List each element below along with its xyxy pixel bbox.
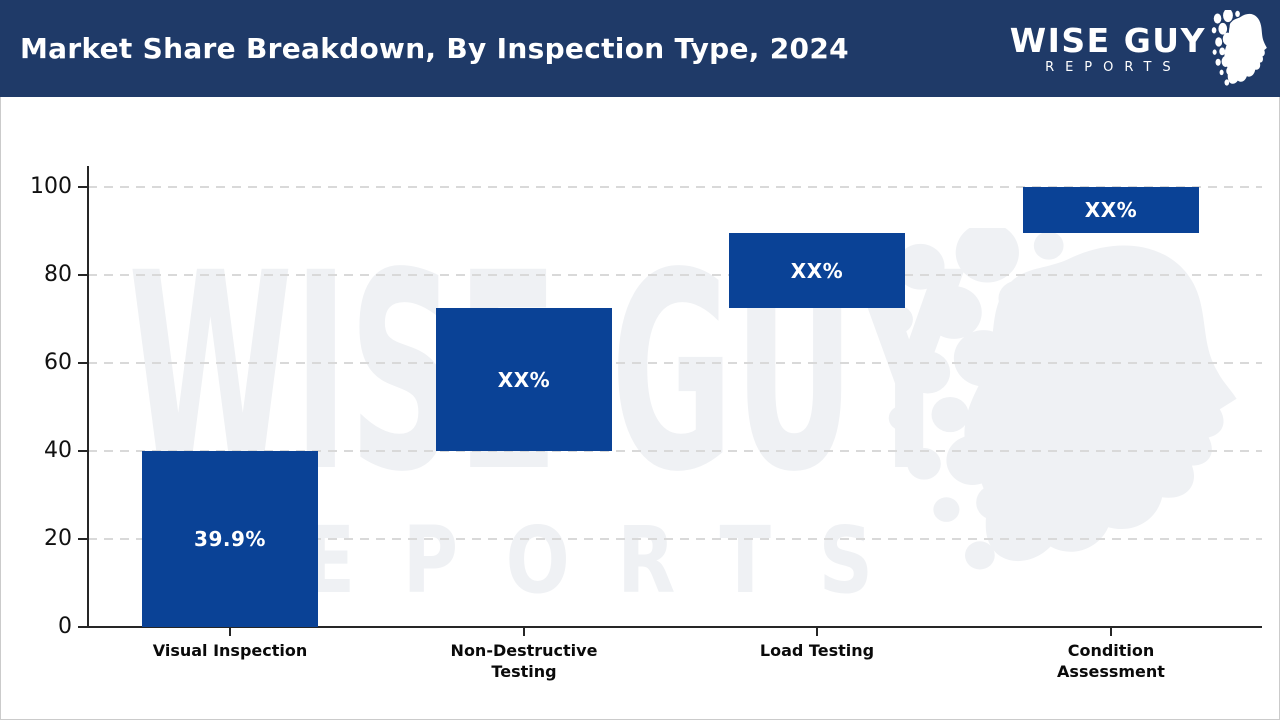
logo-subtitle: REPORTS [1045, 59, 1182, 75]
y-axis-line [87, 166, 89, 628]
x-category-label: Non-Destructive Testing [450, 641, 598, 681]
bar-4: XX% [1023, 187, 1199, 233]
gridline-y-80 [88, 274, 1262, 276]
bar-3: XX% [729, 232, 905, 309]
gridline-y-40 [88, 450, 1262, 452]
y-tick-label: 60 [44, 350, 72, 375]
page-title: Market Share Breakdown, By Inspection Ty… [20, 32, 849, 65]
header-bar: Market Share Breakdown, By Inspection Ty… [0, 0, 1280, 97]
chart-canvas: WISE GUY REPORTS 0 20 40 60 80 100 39.9% Visual… [0, 97, 1280, 720]
x-tick-mark [523, 627, 525, 636]
x-category-label: Visual Inspection [152, 641, 308, 660]
y-tick-mark [78, 274, 88, 276]
gridline-y-60 [88, 362, 1262, 364]
bar-2: XX% [436, 308, 612, 452]
y-tick-mark [78, 538, 88, 540]
x-tick-mark [1110, 627, 1112, 636]
y-tick-mark [78, 186, 88, 188]
bar-value-label: 39.9% [194, 527, 266, 552]
x-category-label: Condition Assessment [1057, 641, 1165, 681]
y-tick-mark [78, 450, 88, 452]
wiseguy-logo: WISE GUY REPORTS [1010, 0, 1268, 97]
logo-text: WISE GUY REPORTS [1010, 24, 1206, 74]
gridline-y-20 [88, 538, 1262, 540]
x-category-label: Load Testing [759, 641, 875, 660]
x-tick-mark [816, 627, 818, 636]
y-tick-mark [78, 626, 88, 628]
y-tick-label: 0 [58, 614, 72, 639]
x-tick-mark [229, 627, 231, 636]
logo-wordmark: WISE GUY [1009, 20, 1206, 60]
y-tick-label: 20 [44, 526, 72, 551]
gridline-y-100 [88, 186, 1262, 188]
y-tick-label: 40 [44, 438, 72, 463]
x-axis-line [87, 626, 1262, 628]
y-tick-label: 80 [44, 262, 72, 287]
bar-value-label: XX% [497, 367, 551, 392]
bar-value-label: XX% [1084, 197, 1138, 222]
y-tick-mark [78, 362, 88, 364]
bar-1: 39.9% [142, 451, 318, 627]
y-tick-label: 100 [30, 174, 72, 199]
bar-value-label: XX% [790, 258, 844, 283]
